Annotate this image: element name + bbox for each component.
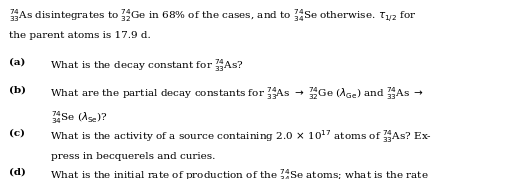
Text: the parent atoms is 17.9 d.: the parent atoms is 17.9 d.: [10, 31, 151, 40]
Text: (d): (d): [10, 168, 26, 176]
Text: What are the partial decay constants for $^{74}_{33}$As $\rightarrow$ $^{74}_{32: What are the partial decay constants for…: [37, 85, 424, 102]
Text: (a): (a): [10, 57, 26, 66]
Text: What is the activity of a source containing 2.0 $\times$ 10$^{17}$ atoms of $^{7: What is the activity of a source contain…: [37, 128, 432, 145]
Text: (c): (c): [10, 128, 25, 137]
Text: (b): (b): [10, 85, 26, 94]
Text: What is the decay constant for $^{74}_{33}$As?: What is the decay constant for $^{74}_{3…: [37, 57, 244, 74]
Text: $^{74}_{33}$As disintegrates to $^{74}_{32}$Ge in 68% of the cases, and to $^{74: $^{74}_{33}$As disintegrates to $^{74}_{…: [10, 7, 417, 24]
Text: What is the initial rate of production of the $^{74}_{34}$Se atoms; what is the : What is the initial rate of production o…: [37, 168, 429, 179]
Text: $^{74}_{34}$Se ($\lambda_{\mathrm{Se}}$)?: $^{74}_{34}$Se ($\lambda_{\mathrm{Se}}$)…: [51, 109, 108, 126]
Text: press in becquerels and curies.: press in becquerels and curies.: [51, 152, 215, 161]
